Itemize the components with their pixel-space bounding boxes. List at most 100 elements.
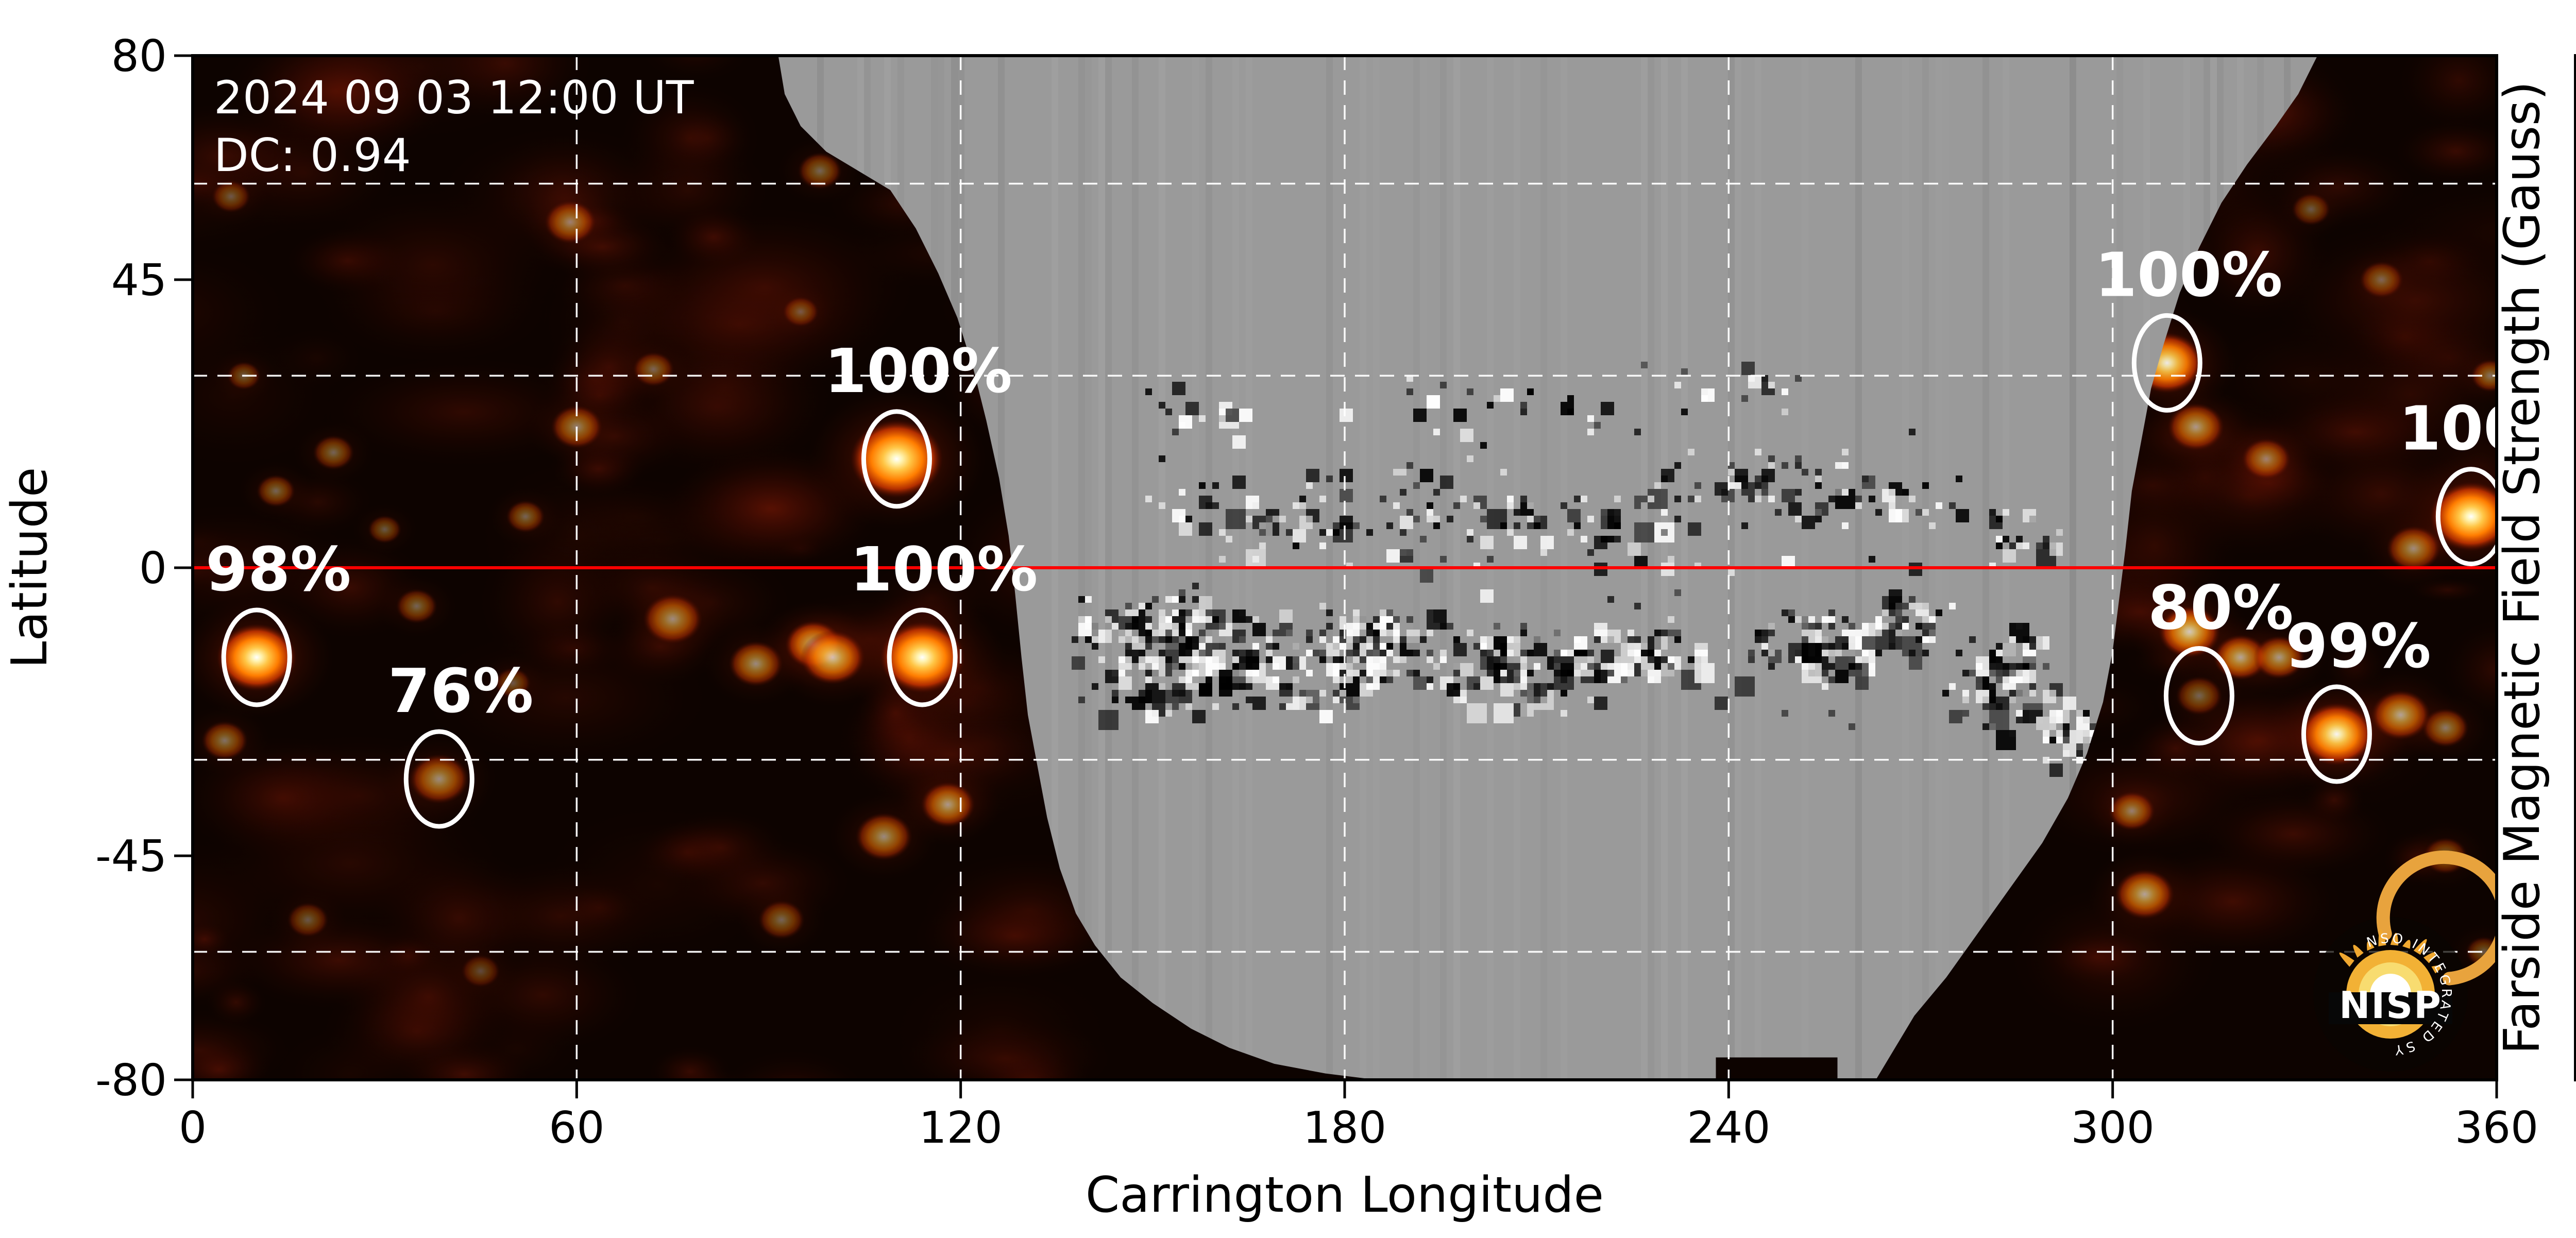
magnetic-speckle (1661, 469, 1674, 482)
magnetic-speckle (1360, 636, 1366, 643)
magnetic-speckle (1232, 435, 1246, 449)
magnetic-speckle (1875, 650, 1882, 656)
magnetic-speckle (1587, 697, 1594, 703)
magnetic-speckle (1480, 536, 1494, 549)
magnetic-speckle (1279, 623, 1293, 636)
magnetic-speckle (1299, 496, 1306, 502)
magnetic-speckle (1152, 663, 1159, 670)
magnetic-speckle (1728, 462, 1735, 469)
magnetic-speckle (1293, 643, 1299, 650)
magnetic-speckle (2076, 710, 2083, 717)
magnetic-speckle (2016, 536, 2023, 542)
magnetic-speckle (1648, 670, 1661, 683)
magnetic-speckle (1828, 609, 1835, 616)
hotspot-core (396, 588, 437, 624)
magnetic-speckle (1628, 643, 1641, 656)
magnetic-speckle (1433, 663, 1440, 670)
axes: 0 60 120 180 240 300 360 80 45 0 -45 -80 (95, 31, 2538, 1154)
magnetic-speckle (1219, 663, 1226, 670)
magnetic-speckle (1567, 529, 1574, 536)
magnetic-speckle (2056, 529, 2063, 536)
magnetic-speckle (1266, 656, 1273, 663)
magnetic-speckle (1802, 636, 1808, 643)
magnetic-speckle (1165, 710, 1172, 717)
farside-texture-blob (517, 489, 807, 590)
magnetic-speckle (1869, 670, 1875, 676)
magnetic-speckle (1433, 516, 1440, 522)
magnetic-speckle (1413, 409, 1427, 422)
hotspot-core (855, 812, 912, 861)
magnetic-speckle (1500, 522, 1507, 529)
magnetic-speckle (1842, 522, 1849, 529)
magnetic-speckle (1085, 636, 1092, 643)
magnetic-speckle (1319, 542, 1326, 549)
magnetic-speckle (2016, 670, 2029, 683)
magnetic-speckle (1092, 643, 1098, 650)
magnetic-speckle (2063, 723, 2070, 730)
magnetic-speckle (1654, 636, 1668, 650)
magnetic-speckle (1567, 395, 1574, 402)
detection-probability-label: 100% (850, 534, 1038, 605)
magnetic-speckle (1427, 395, 1440, 409)
magnetic-speckle (1212, 703, 1219, 710)
magnetic-speckle (1125, 636, 1132, 643)
magnetic-speckle (1366, 636, 1373, 643)
magnetic-speckle (1828, 496, 1835, 502)
magnetic-speckle (1694, 650, 1708, 663)
magnetic-speckle (1855, 496, 1862, 502)
magnetic-speckle (1480, 442, 1487, 449)
magnetic-speckle (1386, 623, 1393, 630)
magnetic-speckle (1467, 388, 1473, 395)
magnetic-speckle (1587, 516, 1594, 522)
detection-circle (2131, 313, 2202, 413)
magnetic-speckle (1768, 650, 1775, 656)
magnetic-speckle (1842, 462, 1849, 469)
detection-circle (861, 409, 932, 509)
magnetic-speckle (1741, 362, 1755, 375)
magnetic-speckle (1112, 623, 1118, 630)
magnetic-speckle (1172, 429, 1179, 435)
magnetic-speckle (1567, 650, 1574, 656)
farside-texture-blob (2395, 119, 2497, 183)
hotspot-core (633, 352, 674, 387)
magnetic-speckle (1232, 650, 1239, 656)
magnetic-speckle (1822, 616, 1828, 623)
magnetic-speckle (1306, 469, 1319, 482)
magnetic-speckle (1514, 536, 1527, 549)
magnetic-speckle (1246, 496, 1259, 509)
magnetic-speckle (1782, 462, 1788, 469)
farside-texture-blob (2399, 56, 2497, 130)
magnetic-speckle (1889, 589, 1902, 603)
magnetic-speckle (1782, 388, 1788, 395)
magnetic-speckle (1922, 509, 1929, 516)
hotspot-core (2253, 635, 2305, 679)
magnetic-speckle (1340, 409, 1353, 422)
magnetic-speckle (1735, 482, 1741, 489)
magnetic-speckle (1527, 522, 1534, 529)
magnetic-speckle (1139, 630, 1145, 636)
magnetic-speckle (1755, 630, 1761, 636)
magnetic-speckle (1467, 536, 1473, 542)
magnetic-speckle (1453, 656, 1460, 663)
magnetic-speckle (1139, 636, 1145, 643)
magnetic-speckle (1199, 656, 1206, 663)
detection-circle (403, 729, 474, 829)
magnetic-speckle (1802, 650, 1808, 656)
magnetic-speckle (1273, 643, 1279, 650)
farside-texture-blob (913, 892, 1116, 980)
magnetic-speckle (1755, 449, 1761, 455)
magnetic-speckle (1440, 476, 1453, 489)
magnetic-speckle (1587, 549, 1594, 556)
magnetic-speckle (1246, 683, 1252, 690)
magnetic-speckle (1929, 616, 1936, 623)
magnetic-speckle (1266, 636, 1273, 643)
magnetic-speckle (1628, 636, 1634, 643)
magnetic-speckle (1252, 556, 1259, 563)
magnetic-speckle (2043, 542, 2049, 549)
magnetic-speckle (2049, 764, 2063, 777)
magnetic-speckle (1909, 496, 1916, 502)
magnetic-speckle (2003, 549, 2016, 563)
magnetic-speckle (1922, 630, 1929, 636)
magnetic-speckle (1473, 502, 1480, 509)
magnetic-speckle (1346, 636, 1353, 643)
